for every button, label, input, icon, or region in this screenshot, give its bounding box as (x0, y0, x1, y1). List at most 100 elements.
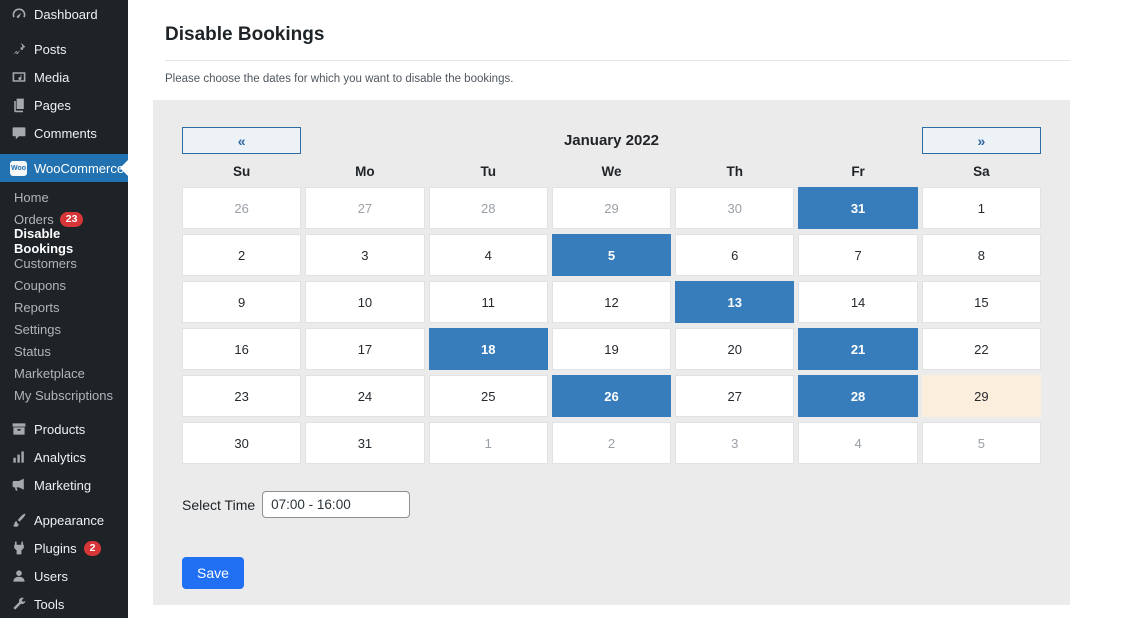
calendar-nav: « » January 2022 (182, 127, 1041, 154)
calendar-day[interactable]: 8 (921, 234, 1041, 276)
sidebar-submenu-item[interactable]: Orders 23 (0, 208, 128, 230)
calendar-day[interactable]: 29 (551, 187, 672, 229)
calendar-day[interactable]: 10 (305, 281, 425, 323)
sidebar-item-media[interactable]: Media (0, 63, 128, 91)
sidebar-item-label: Media (34, 69, 70, 85)
select-time-input[interactable] (262, 491, 411, 518)
sidebar-item-marketing[interactable]: Marketing (0, 471, 128, 499)
next-month-button[interactable]: » (921, 127, 1041, 154)
sidebar-submenu-item[interactable]: Home (0, 186, 128, 208)
sidebar-item-analytics[interactable]: Analytics (0, 443, 128, 471)
sidebar-submenu-item[interactable]: Settings (0, 318, 128, 340)
previous-month-button[interactable]: « (182, 127, 302, 154)
sidebar-submenu-item[interactable]: Disable Bookings (0, 226, 128, 256)
sidebar-item-tools[interactable]: Tools (0, 590, 128, 618)
page-description: Please choose the dates for which you wa… (165, 73, 514, 85)
sidebar-item-label: Appearance (34, 512, 105, 528)
weekday-label: We (601, 164, 622, 179)
month-label: January 2022 (563, 132, 660, 149)
brush-icon (10, 512, 27, 529)
calendar-day[interactable]: 15 (921, 281, 1041, 323)
calendar-day[interactable]: 30 (182, 422, 302, 464)
count-badge: 23 (59, 211, 84, 227)
sidebar-item-plugins[interactable]: Plugins 2 (0, 534, 128, 562)
calendar-day[interactable]: 26 (551, 375, 672, 417)
calendar-day[interactable]: 4 (798, 422, 918, 464)
calendar-day[interactable]: 27 (305, 187, 425, 229)
sidebar-item-comments[interactable]: Comments (0, 119, 128, 147)
calendar-day[interactable]: 5 (921, 422, 1041, 464)
sidebar-submenu-item[interactable]: Customers (0, 252, 128, 274)
calendar-day[interactable]: 13 (675, 281, 795, 323)
calendar-day[interactable]: 27 (675, 375, 795, 417)
sidebar-item-label: WooCommerce (34, 160, 125, 176)
calendar-day[interactable]: 21 (798, 328, 918, 370)
sidebar-item-appearance[interactable]: Appearance (0, 506, 128, 534)
calendar-day[interactable]: 3 (305, 234, 425, 276)
sidebar-item-products[interactable]: Products (0, 415, 128, 443)
select-time-label: Select Time (182, 496, 256, 513)
weekday-label: Fr (851, 164, 865, 179)
sidebar-submenu-item[interactable]: Status (0, 340, 128, 362)
calendar-day[interactable]: 1 (428, 422, 548, 464)
calendar-day[interactable]: 4 (428, 234, 548, 276)
calendar-day[interactable]: 31 (305, 422, 425, 464)
sidebar-item-pages[interactable]: Pages (0, 91, 128, 119)
sidebar-item-label: Plugins (34, 540, 77, 556)
weekday-label: Su (233, 164, 251, 179)
submenu-item-label: Disable Bookings (14, 226, 74, 256)
calendar-day[interactable]: 2 (551, 422, 672, 464)
calendar-day[interactable]: 25 (428, 375, 548, 417)
calendar-day[interactable]: 28 (798, 375, 918, 417)
calendar-day[interactable]: 20 (675, 328, 795, 370)
sidebar-item-label: Pages (34, 97, 71, 113)
sidebar-submenu-item[interactable]: Marketplace (0, 362, 128, 384)
calendar-day[interactable]: 29 (921, 375, 1041, 417)
calendar-day[interactable]: 24 (305, 375, 425, 417)
submenu-item-label: Home (14, 189, 49, 205)
calendar-day[interactable]: 7 (798, 234, 918, 276)
calendar-day[interactable]: 1 (921, 187, 1041, 229)
calendar-day[interactable]: 2 (182, 234, 302, 276)
sidebar-item-posts[interactable]: Posts (0, 35, 128, 63)
page-title: Disable Bookings (165, 24, 325, 45)
calendar-day[interactable]: 5 (551, 234, 672, 276)
calendar-day[interactable]: 16 (182, 328, 302, 370)
save-button[interactable]: Save (182, 557, 244, 589)
sidebar-item-woocommerce[interactable]: Woo WooCommerce (0, 154, 128, 182)
sidebar-submenu-item[interactable]: My Subscriptions (0, 384, 128, 406)
submenu-item-label: Marketplace (14, 365, 85, 381)
sidebar-item-dashboard[interactable]: Dashboard (0, 0, 128, 28)
analytics-icon (10, 449, 27, 466)
calendar-day[interactable]: 31 (798, 187, 918, 229)
calendar-day[interactable]: 11 (428, 281, 548, 323)
sidebar-item-users[interactable]: Users (0, 562, 128, 590)
sidebar-submenu-item[interactable]: Reports (0, 296, 128, 318)
submenu-item-label: Reports (14, 299, 60, 315)
calendar-day[interactable]: 23 (182, 375, 302, 417)
calendar-day[interactable]: 19 (551, 328, 672, 370)
weekday-label: Th (726, 164, 744, 179)
submenu-item-label: Settings (14, 321, 61, 337)
select-time-row: Select Time (182, 491, 1041, 518)
calendar-day[interactable]: 22 (921, 328, 1041, 370)
calendar-day[interactable]: 18 (428, 328, 548, 370)
weekday-label: Sa (973, 164, 990, 179)
weekday-label: Mo (355, 164, 375, 179)
calendar-day[interactable]: 30 (675, 187, 795, 229)
calendar-day[interactable]: 9 (182, 281, 302, 323)
submenu-item-label: Orders (14, 211, 54, 227)
count-badge: 2 (83, 540, 102, 556)
calendar-day[interactable]: 6 (675, 234, 795, 276)
sidebar-item-label: Analytics (34, 449, 87, 465)
calendar-day[interactable]: 28 (428, 187, 548, 229)
calendar-day[interactable]: 26 (182, 187, 302, 229)
user-icon (10, 568, 27, 585)
calendar-day[interactable]: 14 (798, 281, 918, 323)
sidebar-submenu-item[interactable]: Coupons (0, 274, 128, 296)
submenu-item-label: Coupons (14, 277, 67, 293)
calendar-day[interactable]: 12 (551, 281, 672, 323)
calendar-day[interactable]: 17 (305, 328, 425, 370)
calendar-day[interactable]: 3 (675, 422, 795, 464)
